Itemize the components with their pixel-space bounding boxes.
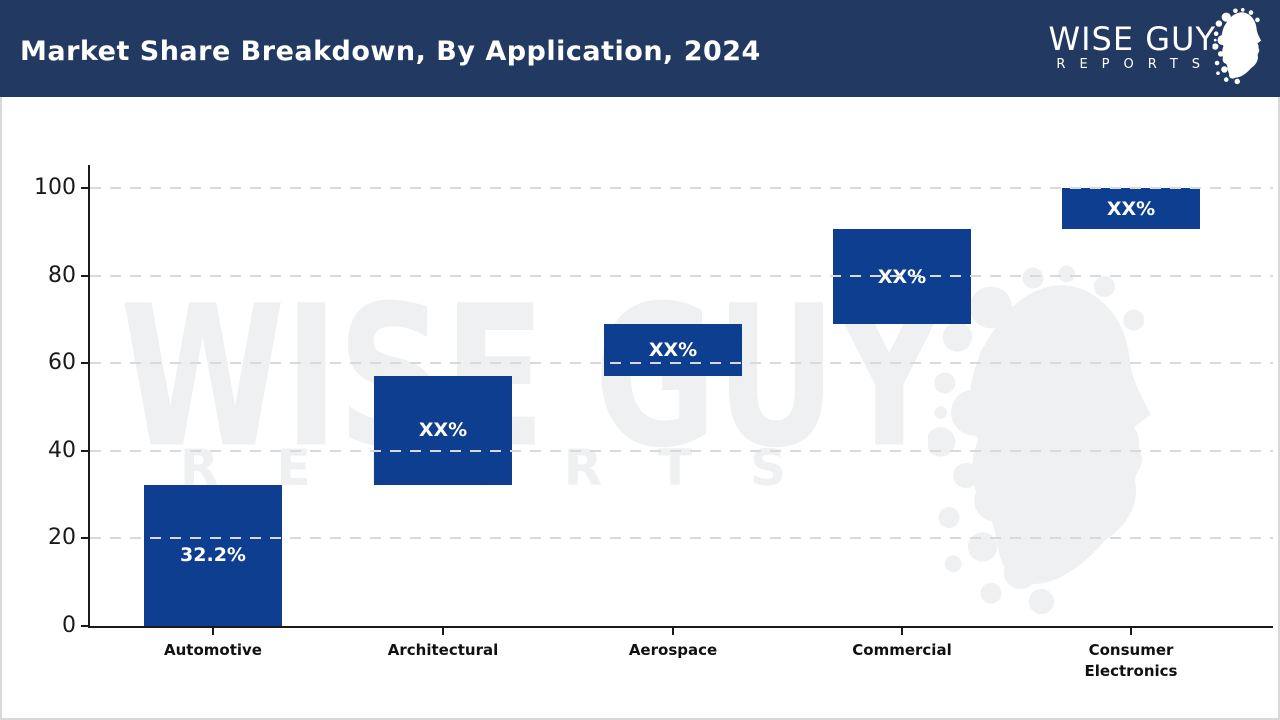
gridline-20 [90,537,1273,540]
gridline-100 [90,187,1273,189]
y-axis-line [88,165,90,628]
x-tick-mark-5 [1130,628,1132,635]
gridline-80 [90,274,1273,277]
y-tick-label-80: 80 [48,262,76,288]
x-axis-line [88,626,1273,628]
brand-head-icon [1212,8,1268,86]
bar-value-label: XX% [418,419,468,442]
brand-name: WISE GUY [1048,20,1216,58]
gridline-40 [90,449,1273,452]
y-tick-mark-60 [81,362,90,365]
page-title: Market Share Breakdown, By Application, … [20,36,761,67]
x-category-label-5: Consumer Electronics [1084,641,1178,680]
bar-value-label: XX% [1106,197,1156,220]
x-tick-mark-3 [672,628,674,635]
bar-value-label: XX% [648,339,698,362]
y-tick-label-60: 60 [48,350,76,376]
y-tick-label-100: 100 [34,175,76,200]
bar-commercial: XX% [833,229,971,325]
bar-consumer-electronics: XX% [1062,188,1200,230]
x-tick-mark-1 [212,628,214,635]
bar-architectural: XX% [374,375,512,485]
y-tick-mark-40 [81,449,90,452]
x-category-label-1: Automotive [164,641,262,659]
brand-logo-text: WISE GUY REPORTS [1048,22,1216,72]
x-category-label-2: Architectural [387,641,499,659]
y-tick-mark-20 [81,537,90,540]
y-tick-mark-100 [81,187,90,189]
y-tick-label-0: 0 [62,613,76,638]
header-banner: Market Share Breakdown, By Application, … [0,0,1280,97]
y-tick-mark-80 [81,274,90,277]
y-tick-label-40: 40 [48,437,76,463]
x-category-label-3: Aerospace [628,641,718,659]
watermark-text: WISE GUY [120,265,944,492]
gridline-60 [90,362,1273,365]
chart-area: WISE GUY REPORTS 32.2% XX% XX% XX% XX% 0 20 40 6… [0,97,1280,720]
x-tick-mark-2 [442,628,444,635]
y-tick-mark-0 [81,625,90,627]
bar-aerospace: XX% [604,324,742,376]
y-tick-label-20: 20 [48,525,76,551]
bar-value-label: 32.2% [180,544,246,567]
bar-automotive: 32.2% [144,484,282,626]
x-tick-mark-4 [901,628,903,635]
x-category-label-4: Commercial [852,641,952,659]
bar-value-label: XX% [877,265,927,288]
brand-logo: WISE GUY REPORTS [1048,8,1268,86]
brand-subtitle: REPORTS [1056,57,1215,72]
